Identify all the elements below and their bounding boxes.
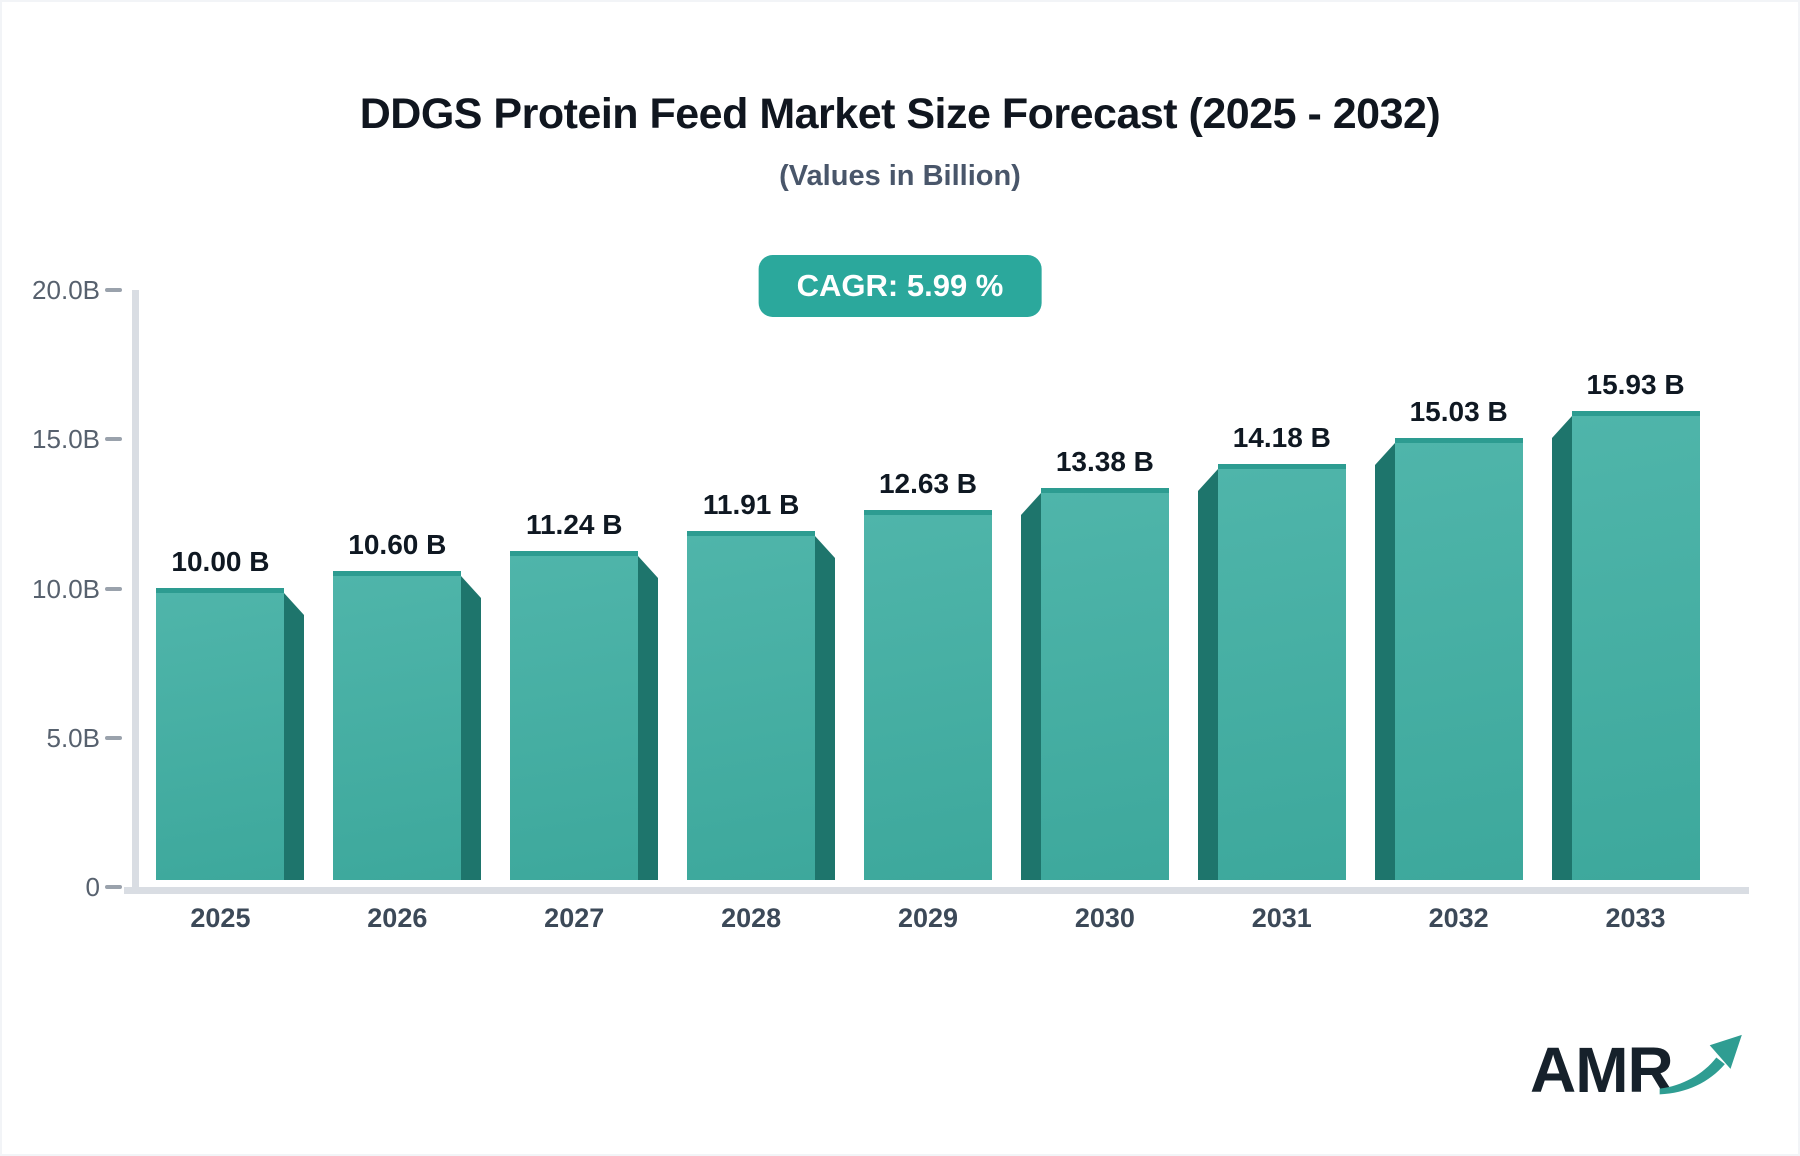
- y-tick-label: 5.0B: [46, 722, 101, 753]
- y-tick-label: 0: [85, 872, 100, 902]
- bar-value-label: 13.38 B: [1055, 446, 1154, 477]
- bar-value-label: 15.93 B: [1586, 369, 1685, 400]
- bar-value-label: 12.63 B: [878, 468, 978, 499]
- bar-2025: [156, 588, 304, 880]
- bar-value-label: 15.03 B: [1409, 396, 1508, 427]
- bar-value-label: 11.91 B: [702, 489, 800, 520]
- bar-2028: [687, 531, 835, 880]
- arrow-head: [1709, 1034, 1742, 1069]
- y-tick-dash: [105, 885, 122, 889]
- bar-side-face: [284, 593, 304, 880]
- x-tick-label-2029: 2029: [897, 903, 959, 933]
- bar-side-face: [638, 556, 658, 880]
- arrow-shaft: [1659, 1057, 1725, 1095]
- y-tick-label: 20.0B: [32, 275, 100, 305]
- amr-logo-text: AMR: [1530, 1034, 1674, 1106]
- chart-subtitle: (Values in Billion): [779, 160, 1021, 192]
- chart-title: DDGS Protein Feed Market Size Forecast (…: [359, 90, 1441, 138]
- y-tick-dash: [105, 288, 122, 292]
- bar-2029: [864, 510, 992, 880]
- bar-value-label: 10.60 B: [348, 529, 447, 560]
- bar-side-face: [1552, 416, 1572, 880]
- bar-side-face: [1198, 469, 1218, 880]
- x-tick-label-2030: 2030: [1074, 903, 1135, 933]
- y-tick-label: 15.0B: [32, 424, 100, 455]
- bar-side-face: [1021, 493, 1041, 880]
- x-tick-label-2027: 2027: [544, 903, 605, 933]
- amr-logo: AMR: [1530, 1032, 1753, 1102]
- y-tick-dash: [105, 586, 122, 591]
- plot-area: 20.0B 15.0B 10.0B 5.0B 0 10.00 B 10.60 B 11.24…: [32, 275, 1749, 933]
- cagr-badge: CAGR: 5.99 %: [758, 255, 1042, 317]
- bar-value-label: 10.00 B: [171, 546, 270, 577]
- bar-2030: [1021, 488, 1169, 880]
- y-tick-dash: [105, 437, 122, 442]
- y-axis-line: [132, 290, 139, 894]
- x-tick-label-2033: 2033: [1605, 903, 1666, 933]
- bar-side-face: [815, 536, 835, 880]
- x-tick-label-2031: 2031: [1251, 903, 1312, 933]
- bar-side-face: [461, 576, 481, 880]
- x-tick-label-2028: 2028: [721, 903, 782, 933]
- x-axis-line: [124, 887, 1749, 894]
- x-tick-label-2025: 2025: [190, 903, 251, 933]
- bar-value-label: 11.24 B: [525, 509, 623, 540]
- bar-2026: [333, 571, 481, 880]
- bar-side-face: [1375, 443, 1395, 880]
- bar-2033: [1552, 411, 1700, 880]
- amr-logo-arrow-icon: [1659, 1034, 1742, 1095]
- y-tick-label: 10.0B: [32, 573, 100, 604]
- bar-2032: [1375, 438, 1523, 880]
- bar-2031: [1198, 464, 1346, 880]
- x-tick-label-2026: 2026: [367, 903, 428, 933]
- bar-value-label: 14.18 B: [1232, 422, 1331, 453]
- y-tick-dash: [105, 735, 122, 740]
- x-tick-label-2032: 2032: [1428, 903, 1489, 933]
- bar-2027: [510, 551, 658, 880]
